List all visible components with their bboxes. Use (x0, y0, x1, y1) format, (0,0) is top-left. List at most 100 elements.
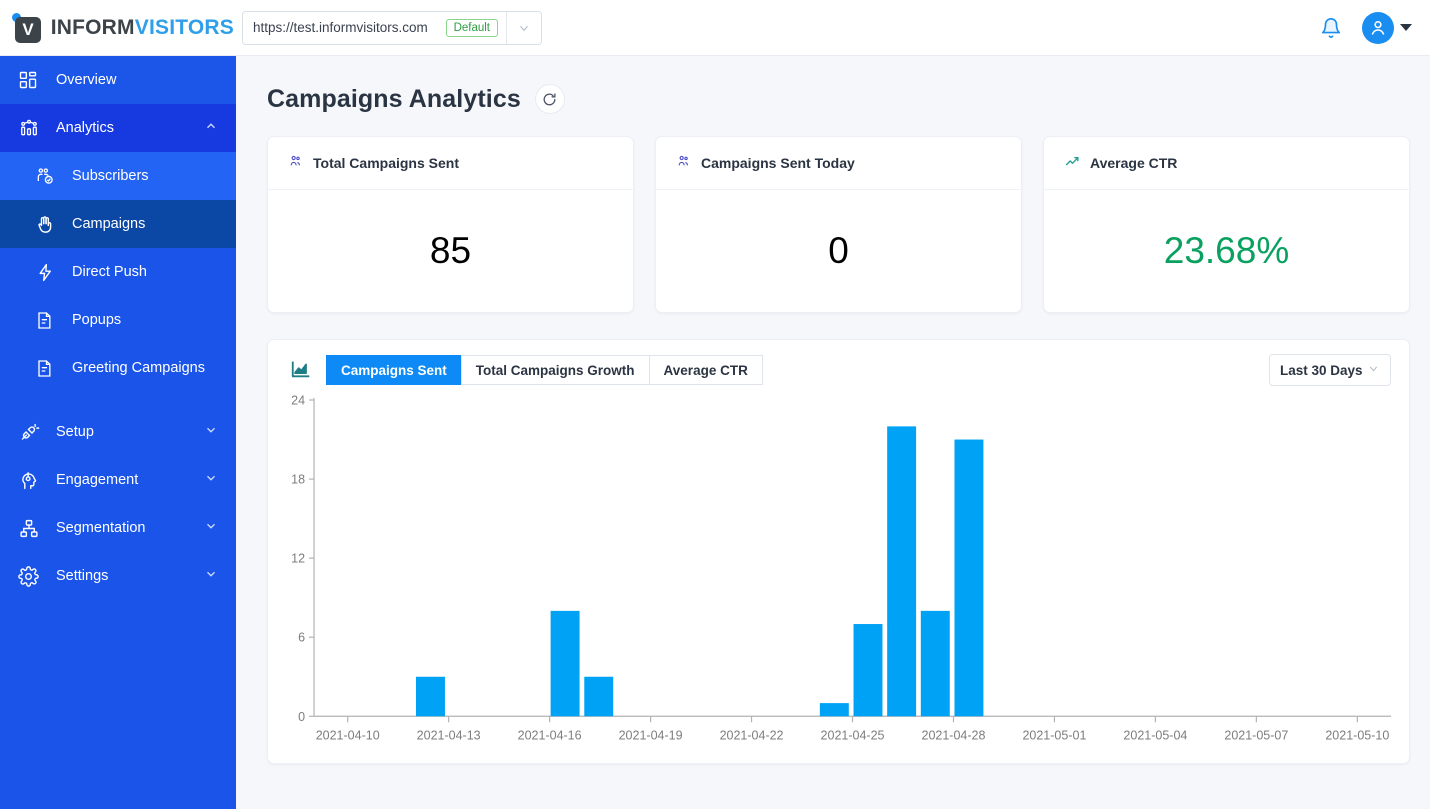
date-range-value: Last 30 Days (1280, 362, 1363, 378)
sidebar-item-segmentation[interactable]: Segmentation (0, 504, 236, 552)
caret-down-icon[interactable] (1400, 24, 1412, 31)
card-header: Average CTR (1044, 137, 1409, 190)
subscribers-check-icon (34, 165, 60, 187)
sidebar-item-subscribers[interactable]: Subscribers (0, 152, 236, 200)
sidebar-item-label: Overview (56, 72, 117, 88)
card-campaigns-sent-today: Campaigns Sent Today 0 (655, 136, 1022, 313)
chevron-down-icon[interactable] (507, 21, 541, 35)
svg-text:0: 0 (298, 710, 305, 724)
analytics-chart-icon (18, 117, 44, 139)
stat-cards: Total Campaigns Sent 85 Campai (267, 136, 1410, 313)
sidebar: Overview Analytics (0, 56, 236, 809)
brand-text-part1: INFORM (50, 15, 135, 39)
chart-bar (887, 426, 917, 717)
chevron-down-icon[interactable] (204, 471, 218, 489)
chart-bar (416, 676, 445, 717)
svg-text:2021-05-01: 2021-05-01 (1022, 728, 1086, 742)
sidebar-item-label: Segmentation (56, 520, 146, 536)
sidebar-item-setup[interactable]: Setup (0, 408, 236, 456)
popup-window-icon (34, 309, 60, 331)
date-range-select[interactable]: Last 30 Days (1269, 354, 1391, 386)
hand-raised-icon (34, 213, 60, 235)
trend-up-icon (1064, 154, 1081, 173)
sidebar-item-greeting-campaigns[interactable]: Greeting Campaigns (0, 344, 236, 392)
card-header: Campaigns Sent Today (656, 137, 1021, 190)
plug-connect-icon (18, 421, 44, 443)
card-value: 23.68% (1163, 230, 1290, 271)
card-title: Total Campaigns Sent (313, 155, 459, 171)
card-total-campaigns-sent: Total Campaigns Sent 85 (267, 136, 634, 313)
sidebar-item-label: Campaigns (72, 216, 146, 232)
brand-logo[interactable]: V INFORMVISITORS (12, 12, 234, 43)
sidebar-item-campaigns[interactable]: Campaigns (0, 200, 236, 248)
svg-text:2021-04-25: 2021-04-25 (821, 728, 885, 742)
sidebar-item-label: Analytics (56, 120, 115, 136)
sidebar-item-popups[interactable]: Popups (0, 296, 236, 344)
campaigns-sent-bar-chart: 0 6 12 18 24 2021-04-10 2021-04-13 2021-04-16 20… (291, 394, 1391, 742)
site-url-text: https://test.informvisitors.com (253, 20, 428, 35)
sidebar-item-analytics[interactable]: Analytics (0, 104, 236, 152)
card-title: Campaigns Sent Today (701, 155, 855, 171)
gear-icon (18, 565, 44, 587)
top-bar-actions (1320, 11, 1412, 44)
svg-text:6: 6 (298, 631, 305, 645)
user-avatar-icon[interactable] (1362, 11, 1394, 44)
chart-bar (584, 676, 614, 717)
card-average-ctr: Average CTR 23.68% (1043, 136, 1410, 313)
svg-text:2021-04-28: 2021-04-28 (921, 728, 985, 742)
svg-text:12: 12 (291, 552, 305, 566)
people-icon (288, 154, 304, 173)
sidebar-item-label: Engagement (56, 472, 139, 488)
brand-mark-icon: V (12, 12, 42, 43)
tab-total-campaigns-growth[interactable]: Total Campaigns Growth (460, 355, 649, 385)
bell-icon[interactable] (1320, 16, 1342, 40)
top-bar: V INFORMVISITORS https://test.informvisi… (0, 0, 1430, 56)
lightning-bolt-icon (34, 261, 60, 283)
chart-area: 0 6 12 18 24 2021-04-10 2021-04-13 2021-04-16 20… (268, 386, 1409, 764)
svg-text:2021-04-10: 2021-04-10 (316, 728, 380, 742)
brand-wordmark: INFORMVISITORS (51, 16, 234, 40)
sidebar-item-label: Direct Push (72, 264, 147, 280)
refresh-circular-arrow-icon[interactable] (534, 84, 565, 114)
chart-bar (920, 610, 950, 717)
chart-bar (819, 703, 849, 717)
sidebar-item-label: Subscribers (72, 168, 149, 184)
sidebar-item-engagement[interactable]: Engagement (0, 456, 236, 504)
card-value: 0 (828, 230, 849, 271)
area-chart-icon (290, 358, 312, 383)
svg-text:24: 24 (291, 394, 305, 408)
sidebar-item-settings[interactable]: Settings (0, 552, 236, 600)
chart-bar (550, 610, 580, 717)
sidebar-item-label: Greeting Campaigns (72, 360, 205, 376)
sidebar-item-label: Setup (56, 424, 94, 440)
svg-text:18: 18 (291, 473, 305, 487)
site-selector[interactable]: https://test.informvisitors.com Default (242, 10, 542, 45)
people-icon (676, 154, 692, 173)
divider (506, 11, 507, 44)
chevron-down-icon[interactable] (204, 567, 218, 585)
chart-bar (954, 439, 984, 717)
chart-tabs: Campaigns Sent Total Campaigns Growth Av… (326, 355, 763, 385)
hierarchy-icon (18, 517, 44, 539)
tab-campaigns-sent[interactable]: Campaigns Sent (326, 355, 461, 385)
sidebar-item-label: Popups (72, 312, 122, 328)
brand-text-part2: VISITORS (134, 15, 234, 39)
main-content: Campaigns Analytics (236, 56, 1430, 809)
svg-text:2021-05-10: 2021-05-10 (1325, 728, 1389, 742)
chart-toolbar: Campaigns Sent Total Campaigns Growth Av… (268, 340, 1409, 386)
card-value: 85 (429, 230, 472, 271)
chevron-up-icon[interactable] (204, 119, 218, 137)
sidebar-item-overview[interactable]: Overview (0, 56, 236, 104)
site-default-badge: Default (445, 18, 498, 37)
tab-average-ctr[interactable]: Average CTR (648, 355, 763, 385)
svg-text:2021-05-07: 2021-05-07 (1224, 728, 1288, 742)
svg-text:2021-04-22: 2021-04-22 (720, 728, 784, 742)
sidebar-item-direct-push[interactable]: Direct Push (0, 248, 236, 296)
svg-text:2021-04-19: 2021-04-19 (619, 728, 683, 742)
body-wrap: Overview Analytics (0, 56, 1430, 809)
dashboard-grid-icon (18, 69, 44, 91)
chevron-down-icon[interactable] (204, 519, 218, 537)
page-header: Campaigns Analytics (267, 84, 1410, 114)
chevron-down-icon[interactable] (204, 423, 218, 441)
